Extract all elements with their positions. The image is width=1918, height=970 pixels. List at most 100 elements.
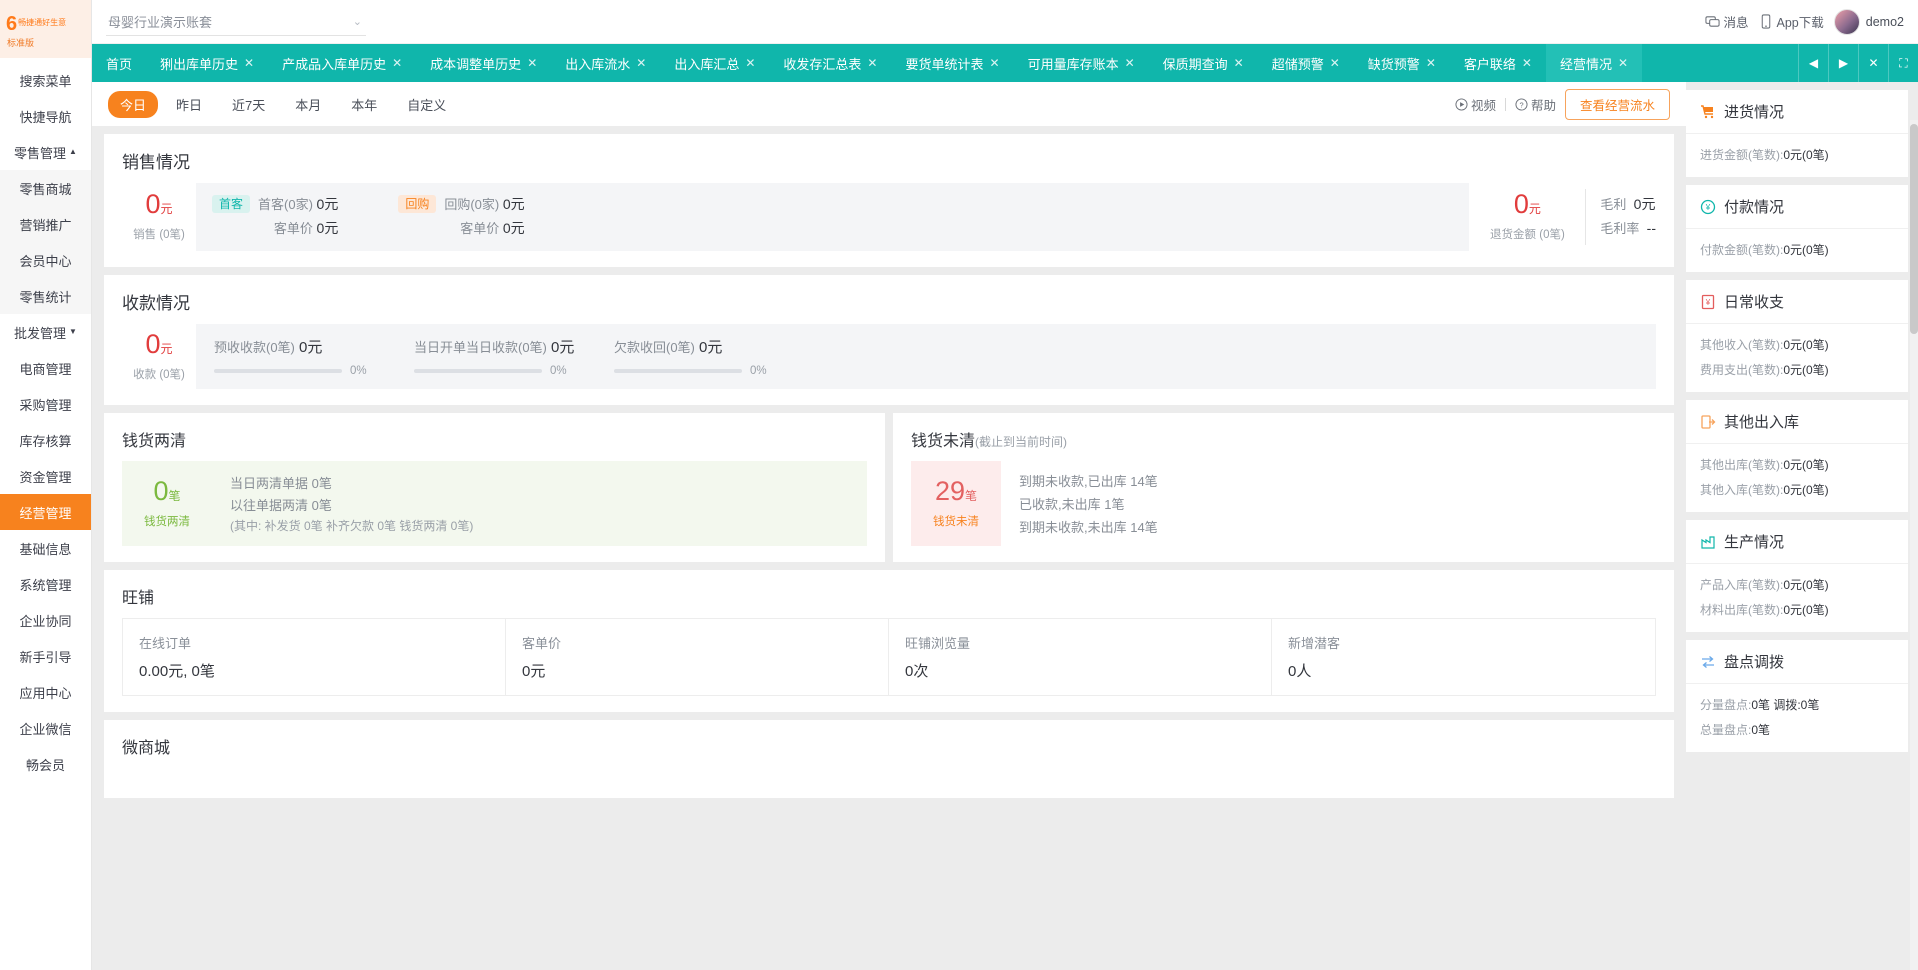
shop-card: 旺铺 在线订单 0.00元, 0笔 客单价 0元 旺铺浏览量 0次 新增潜客 0人	[104, 569, 1674, 712]
sidebar-item-9[interactable]: 采购管理	[0, 386, 91, 422]
prev-tab-icon[interactable]: ◀	[1798, 44, 1828, 82]
sidebar-item-11[interactable]: 资金管理	[0, 458, 91, 494]
brand-row: 6 畅捷通好生意	[6, 14, 87, 34]
shop-cell-2: 旺铺浏览量 0次	[889, 618, 1272, 695]
brand-block: 6 畅捷通好生意 标准版	[0, 0, 91, 58]
sidebar-item-3[interactable]: 零售商城	[0, 170, 91, 206]
date-chip-0[interactable]: 今日	[108, 90, 159, 118]
tab-6[interactable]: 收发存汇总表 ✕	[769, 44, 891, 82]
sidebar-item-10[interactable]: 库存核算	[0, 422, 91, 458]
sidebar-item-12[interactable]: 经营管理	[0, 494, 91, 530]
tab-4[interactable]: 出入库流水 ✕	[551, 44, 660, 82]
tab-3[interactable]: 成本调整单历史 ✕	[416, 44, 551, 82]
tab-label: 客户联络	[1463, 56, 1516, 72]
sidebar-item-1[interactable]: 快捷导航	[0, 98, 91, 134]
transfer-icon	[1700, 654, 1716, 670]
date-chip-3[interactable]: 本月	[295, 97, 322, 113]
date-chip-4[interactable]: 本年	[351, 97, 378, 113]
line-value: 0元(0笔)	[1783, 363, 1829, 377]
tab-12[interactable]: 客户联络 ✕	[1450, 44, 1546, 82]
sidebar-item-0[interactable]: 搜索菜单	[0, 62, 91, 98]
sidebar-item-14[interactable]: 系统管理	[0, 566, 91, 602]
gross-value: 0元	[1633, 196, 1656, 212]
first-aov-label: 客单价	[273, 220, 313, 236]
user-name: demo2	[1865, 14, 1904, 29]
date-chip-1[interactable]: 昨日	[176, 97, 203, 113]
sidebar-item-13[interactable]: 基础信息	[0, 530, 91, 566]
shop-cell-value: 0.00元, 0笔	[139, 662, 215, 680]
page-scrollbar[interactable]	[1910, 120, 1918, 970]
view-business-flow-button[interactable]: 查看经营流水	[1564, 88, 1670, 120]
close-icon[interactable]: ✕	[244, 56, 255, 70]
user-menu[interactable]: demo2	[1833, 8, 1904, 35]
progress-bar	[614, 368, 742, 373]
close-icon[interactable]: ✕	[1425, 56, 1436, 70]
close-icon[interactable]: ✕	[989, 56, 1000, 70]
sidebar-item-6[interactable]: 零售统计	[0, 278, 91, 314]
receipt-cell-0: 预收收款(0笔) 0元 0%	[214, 336, 384, 377]
close-icon[interactable]: ✕	[867, 56, 878, 70]
sidebar-item-17[interactable]: 应用中心	[0, 674, 91, 710]
sidebar-item-label: 企业微信	[19, 721, 72, 737]
close-tab-icon[interactable]: ✕	[1858, 44, 1888, 82]
tab-5[interactable]: 出入库汇总 ✕	[660, 44, 769, 82]
sidebar-item-2[interactable]: 零售管理 ▲	[0, 134, 91, 170]
close-icon[interactable]: ✕	[1617, 56, 1629, 70]
receipt-cell-label: 当日开单当日收款(0笔) 0元	[414, 336, 584, 357]
messages-button[interactable]: 消息	[1704, 12, 1749, 31]
close-icon[interactable]: ✕	[1329, 56, 1340, 70]
inout-icon	[1700, 414, 1716, 430]
tab-8[interactable]: 可用量库存账本 ✕	[1014, 44, 1149, 82]
help-link[interactable]: ? 帮助	[1515, 95, 1556, 114]
tab-10[interactable]: 超储预警 ✕	[1258, 44, 1354, 82]
next-tab-icon[interactable]: ▶	[1828, 44, 1858, 82]
close-icon[interactable]: ✕	[392, 56, 403, 70]
cash-clear-metric: 0笔 钱货两清	[122, 460, 212, 546]
sales-total-label: 销售 (0笔)	[133, 229, 185, 242]
brand-edition: 标准版	[7, 37, 35, 48]
cash-clear-note: (其中: 补发货 0笔 补齐欠款 0笔 钱货两清 0笔)	[230, 518, 474, 533]
sidebar-item-8[interactable]: 电商管理	[0, 350, 91, 386]
close-icon[interactable]: ✕	[1124, 56, 1135, 70]
micro-mall-title: 微商城	[122, 739, 171, 757]
line-value: 0元(0笔)	[1783, 483, 1829, 497]
sidebar-item-16[interactable]: 新手引导	[0, 638, 91, 674]
cash-pending-line-0: 到期未收款,已出库 14笔	[1019, 473, 1158, 489]
content-scroll-area[interactable]: 销售情况 0元 销售 (0笔) 首客 首客(0家) 0元	[92, 126, 1686, 970]
app-download-button[interactable]: App下载	[1759, 12, 1824, 31]
video-link[interactable]: 视频	[1455, 95, 1496, 114]
scrollbar-thumb[interactable]	[1910, 124, 1918, 334]
right-card-body: 产品入库(笔数):0元(0笔) 材料出库(笔数):0元(0笔)	[1686, 564, 1908, 632]
sidebar-item-15[interactable]: 企业协同	[0, 602, 91, 638]
close-icon[interactable]: ✕	[1521, 56, 1532, 70]
progress-percent: 0%	[750, 364, 767, 377]
tab-0[interactable]: 首页	[92, 44, 146, 82]
repeat-aov-value: 0元	[502, 219, 525, 236]
close-icon[interactable]: ✕	[636, 56, 647, 70]
tab-7[interactable]: 要货单统计表 ✕	[891, 44, 1013, 82]
sidebar-item-5[interactable]: 会员中心	[0, 242, 91, 278]
tab-9[interactable]: 保质期查询 ✕	[1149, 44, 1258, 82]
right-card-5: 盘点调拨 分量盘点:0笔 调拨:0笔 总量盘点:0笔	[1686, 640, 1908, 752]
progress-percent: 0%	[350, 364, 367, 377]
tab-2[interactable]: 产成品入库单历史 ✕	[268, 44, 416, 82]
fullscreen-icon[interactable]: ⛶	[1888, 44, 1918, 82]
close-icon[interactable]: ✕	[1233, 56, 1244, 70]
receipt-value: 0元	[294, 338, 323, 356]
close-icon[interactable]: ✕	[745, 56, 756, 70]
right-card-line-0: 付款金额(笔数):0元(0笔)	[1700, 241, 1894, 258]
tab-11[interactable]: 缺货预警 ✕	[1354, 44, 1450, 82]
date-chip-2[interactable]: 近7天	[232, 97, 266, 113]
tab-13[interactable]: 经营情况 ✕	[1545, 44, 1643, 82]
sidebar-item-18[interactable]: 企业微信	[0, 710, 91, 746]
account-select[interactable]: 母婴行业演示账套 ⌄	[106, 8, 366, 36]
sidebar-item-4[interactable]: 营销推广	[0, 206, 91, 242]
sidebar-item-19[interactable]: 畅会员	[0, 746, 91, 782]
receipts-row: 0元 收款 (0笔) 预收收款(0笔) 0元 0% 当日开单当日收款(0笔) 0元 0…	[122, 323, 1656, 389]
close-icon[interactable]: ✕	[527, 56, 538, 70]
cash-pending-number: 29	[934, 475, 966, 506]
date-chip-5[interactable]: 自定义	[407, 97, 447, 113]
tab-1[interactable]: 猁出库单历史 ✕	[146, 44, 268, 82]
line-value: 0笔 调拨:0笔	[1751, 698, 1820, 712]
sidebar-item-7[interactable]: 批发管理 ▼	[0, 314, 91, 350]
